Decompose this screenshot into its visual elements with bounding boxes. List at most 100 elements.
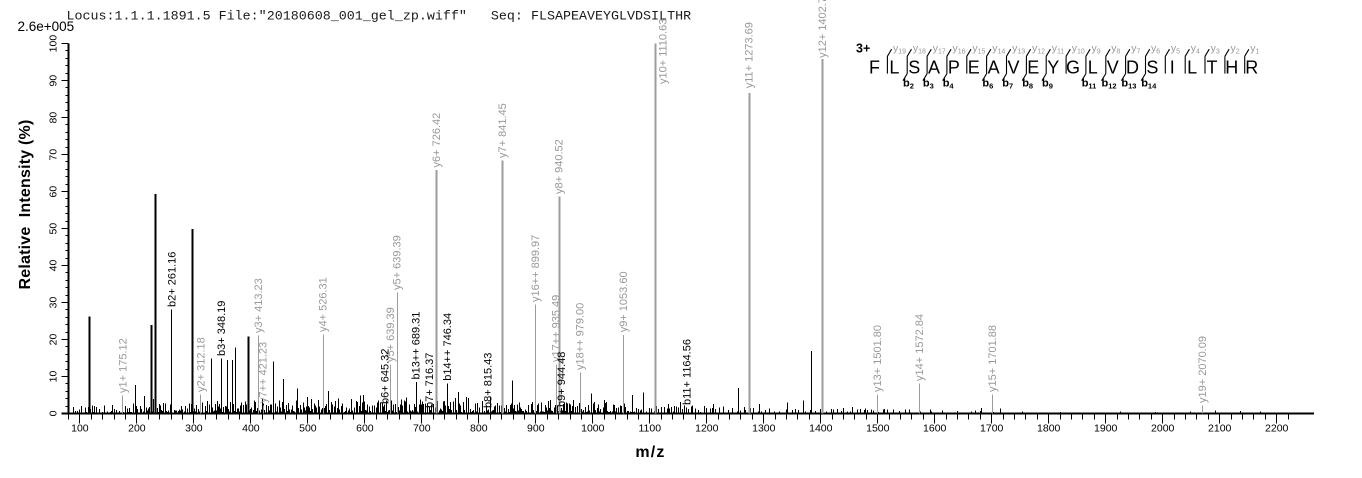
- svg-text:90: 90: [48, 75, 60, 87]
- svg-text:y4+ 526.31: y4+ 526.31: [318, 277, 330, 332]
- svg-text:70: 70: [48, 149, 60, 161]
- svg-text:b11+ 1164.56: b11+ 1164.56: [681, 339, 693, 405]
- svg-text:900: 900: [527, 423, 545, 435]
- svg-text:50: 50: [48, 223, 60, 235]
- svg-text:1000: 1000: [581, 423, 605, 435]
- svg-text:L: L: [1187, 58, 1197, 78]
- svg-text:L: L: [889, 58, 899, 78]
- svg-text:y4: y4: [1191, 43, 1200, 56]
- svg-text:2100: 2100: [1208, 423, 1232, 435]
- svg-text:400: 400: [242, 423, 260, 435]
- svg-text:700: 700: [413, 423, 431, 435]
- svg-text:y5+ 639.39: y5+ 639.39: [385, 307, 397, 362]
- svg-text:Y: Y: [1047, 58, 1059, 78]
- svg-text:60: 60: [48, 186, 60, 198]
- svg-text:y5+ 639.39: y5+ 639.39: [392, 235, 404, 290]
- svg-text:E: E: [1027, 58, 1039, 78]
- svg-text:y18++ 979.00: y18++ 979.00: [575, 303, 587, 370]
- svg-text:y7: y7: [1131, 43, 1140, 56]
- svg-text:S: S: [908, 58, 920, 78]
- svg-text:1800: 1800: [1037, 423, 1061, 435]
- svg-text:0: 0: [48, 410, 60, 416]
- svg-text:H: H: [1225, 58, 1238, 78]
- svg-text:A: A: [928, 58, 940, 78]
- svg-text:20: 20: [48, 334, 60, 346]
- svg-text:y9: y9: [1092, 43, 1101, 56]
- svg-text:1900: 1900: [1094, 423, 1118, 435]
- svg-text:3+: 3+: [856, 42, 870, 56]
- svg-text:b11: b11: [1082, 78, 1097, 91]
- svg-text:y1+ 175.12: y1+ 175.12: [117, 338, 129, 393]
- svg-text:30: 30: [48, 297, 60, 309]
- svg-text:b12: b12: [1102, 78, 1117, 91]
- svg-text:b9+ 944.48: b9+ 944.48: [556, 352, 568, 407]
- svg-text:b6+ 645.32: b6+ 645.32: [379, 349, 391, 404]
- svg-text:b7+ 716.37: b7+ 716.37: [424, 353, 436, 408]
- svg-text:2000: 2000: [1151, 423, 1175, 435]
- svg-text:T: T: [1207, 58, 1218, 78]
- svg-text:b6: b6: [982, 78, 993, 91]
- svg-text:y6+ 726.42: y6+ 726.42: [431, 113, 443, 168]
- svg-text:1200: 1200: [695, 423, 719, 435]
- svg-text:b8: b8: [1022, 78, 1033, 91]
- svg-text:y12+ 1402.73: y12+ 1402.73: [817, 0, 829, 58]
- svg-text:b3: b3: [923, 78, 934, 91]
- svg-text:y3+ 413.23: y3+ 413.23: [253, 278, 265, 333]
- svg-text:600: 600: [356, 423, 374, 435]
- svg-text:1300: 1300: [752, 423, 776, 435]
- svg-text:y8: y8: [1111, 43, 1120, 56]
- svg-text:b7: b7: [1002, 78, 1013, 91]
- svg-text:y14+ 1572.84: y14+ 1572.84: [914, 314, 926, 381]
- svg-text:500: 500: [299, 423, 317, 435]
- svg-text:1600: 1600: [923, 423, 947, 435]
- svg-text:80: 80: [48, 112, 60, 124]
- svg-text:y6: y6: [1151, 43, 1160, 56]
- svg-text:1500: 1500: [866, 423, 890, 435]
- svg-text:2.6e+005: 2.6e+005: [18, 19, 75, 34]
- svg-text:I: I: [1170, 58, 1175, 78]
- svg-text:E: E: [968, 58, 980, 78]
- svg-text:A: A: [988, 58, 1000, 78]
- svg-text:1400: 1400: [809, 423, 833, 435]
- svg-text:y10+ 1110.63: y10+ 1110.63: [658, 19, 670, 84]
- svg-text:y2: y2: [1231, 43, 1240, 56]
- svg-text:y7+ 841.45: y7+ 841.45: [497, 103, 509, 158]
- svg-text:b9: b9: [1042, 78, 1053, 91]
- svg-text:b13++ 689.31: b13++ 689.31: [411, 312, 423, 380]
- svg-text:y7++ 421.23: y7++ 421.23: [258, 342, 270, 403]
- svg-text:b4: b4: [943, 78, 955, 91]
- svg-text:y8+ 940.52: y8+ 940.52: [554, 139, 566, 194]
- svg-text:G: G: [1066, 58, 1080, 78]
- svg-text:y13+ 1501.80: y13+ 1501.80: [872, 325, 884, 392]
- svg-text:Relative Intensity (%): Relative Intensity (%): [17, 120, 34, 290]
- svg-text:y2+ 312.18: y2+ 312.18: [195, 337, 207, 392]
- svg-text:b3+ 348.19: b3+ 348.19: [216, 301, 228, 356]
- svg-text:V: V: [1107, 58, 1119, 78]
- svg-text:R: R: [1245, 58, 1258, 78]
- svg-text:b13: b13: [1121, 78, 1136, 91]
- svg-text:100: 100: [71, 423, 89, 435]
- svg-text:b8+ 815.43: b8+ 815.43: [482, 353, 494, 408]
- svg-text:y11+ 1273.69: y11+ 1273.69: [744, 22, 756, 88]
- svg-text:300: 300: [185, 423, 203, 435]
- svg-text:b2+ 261.16: b2+ 261.16: [166, 252, 178, 307]
- svg-text:10: 10: [48, 371, 60, 383]
- svg-text:m/z: m/z: [635, 444, 665, 461]
- svg-text:200: 200: [128, 423, 146, 435]
- svg-text:b14: b14: [1141, 78, 1157, 91]
- svg-text:y17++ 935.49: y17++ 935.49: [551, 295, 563, 362]
- svg-text:b14++ 746.34: b14++ 746.34: [442, 313, 454, 381]
- svg-text:2200: 2200: [1265, 423, 1289, 435]
- svg-text:y5: y5: [1171, 43, 1180, 56]
- svg-text:D: D: [1126, 58, 1139, 78]
- svg-text:L: L: [1088, 58, 1098, 78]
- svg-text:y1: y1: [1250, 43, 1259, 56]
- svg-text:F: F: [869, 58, 880, 78]
- svg-text:y9+ 1053.60: y9+ 1053.60: [618, 271, 630, 332]
- svg-text:S: S: [1146, 58, 1158, 78]
- svg-text:y16++ 899.97: y16++ 899.97: [530, 235, 542, 302]
- svg-text:100: 100: [48, 35, 60, 53]
- svg-text:800: 800: [470, 423, 488, 435]
- svg-text:y3: y3: [1211, 43, 1220, 56]
- svg-text:P: P: [948, 58, 960, 78]
